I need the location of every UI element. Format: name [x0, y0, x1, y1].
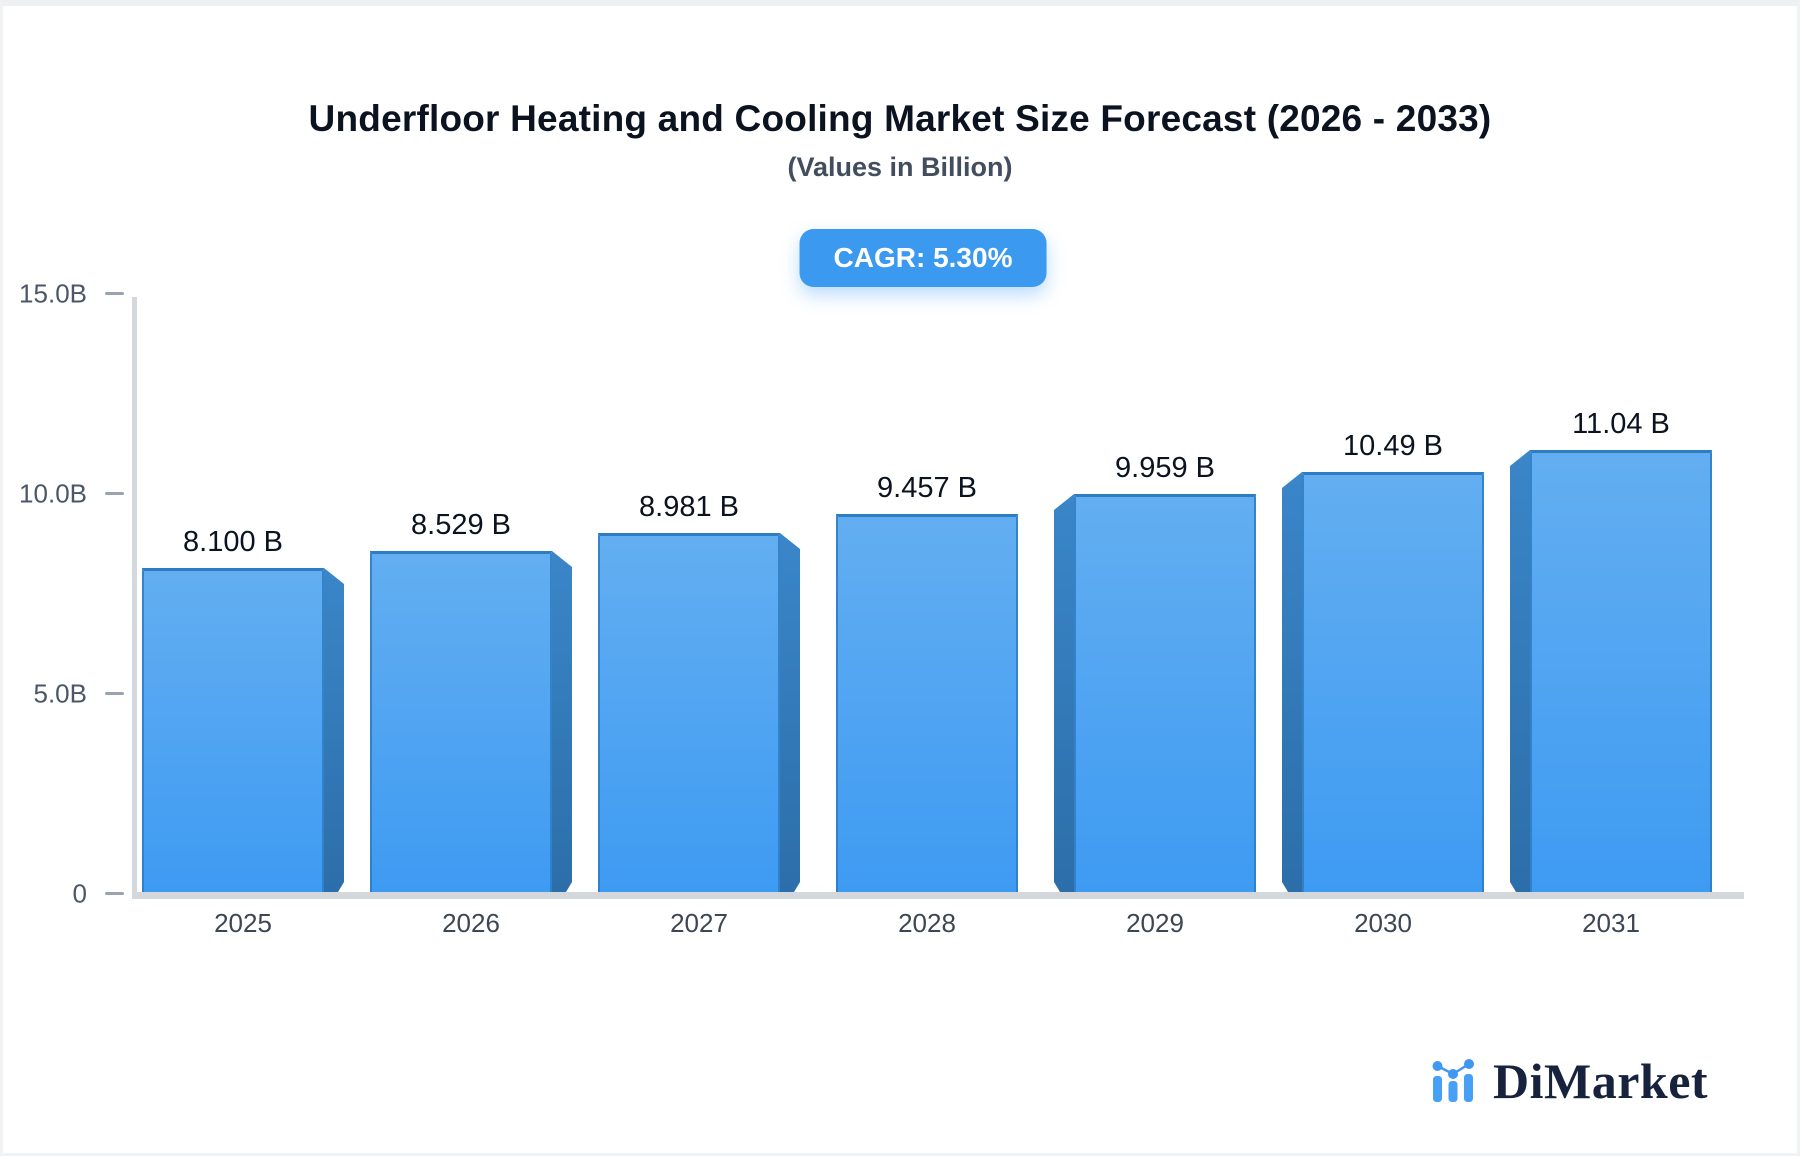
- bar-value-label: 8.529 B: [411, 509, 511, 541]
- y-axis-line: [132, 297, 137, 895]
- x-axis-label-2026: 2026: [442, 908, 500, 938]
- bar-value-label: 8.981 B: [639, 491, 739, 523]
- logo-wordmark: DiMarket: [1493, 1053, 1709, 1109]
- bar-3d-side: [1054, 494, 1074, 892]
- y-tick-label: 15.0B: [19, 278, 87, 309]
- bar-2026: [370, 551, 552, 892]
- bar-2027: [598, 533, 780, 892]
- x-axis-label-2025: 2025: [214, 908, 272, 938]
- bar-2028: [836, 514, 1018, 892]
- y-tick-label: 5.0B: [33, 678, 88, 709]
- y-tick-label: 0: [72, 878, 87, 909]
- bar-value-label: 9.959 B: [1115, 452, 1215, 484]
- bar-2031: [1530, 450, 1712, 892]
- y-tick-label: 10.0B: [19, 478, 87, 509]
- dimarket-logo: DiMarket: [1431, 1052, 1708, 1110]
- x-axis-label-2028: 2028: [898, 908, 956, 938]
- chart-subtitle: (Values in Billion): [787, 152, 1013, 182]
- bar-value-label: 11.04 B: [1572, 408, 1670, 440]
- bar-value-label: 8.100 B: [183, 526, 283, 558]
- bar-2030: [1302, 472, 1484, 892]
- bar-value-label: 9.457 B: [877, 472, 977, 504]
- bar-2029: [1074, 494, 1256, 892]
- y-tick-mark: [105, 292, 124, 295]
- cagr-badge: CAGR: 5.30%: [799, 229, 1047, 287]
- x-axis-label-2029: 2029: [1126, 908, 1184, 938]
- x-axis-label-2027: 2027: [670, 908, 728, 938]
- bar-2025: [142, 568, 324, 892]
- bar-3d-side: [324, 568, 344, 892]
- y-tick-mark: [105, 692, 124, 695]
- bar-3d-side: [780, 533, 800, 892]
- bar-line-chart-icon: [1431, 1059, 1477, 1103]
- bar-value-label: 10.49 B: [1343, 430, 1443, 462]
- y-tick-mark: [105, 892, 124, 895]
- bar-3d-side: [1282, 472, 1302, 892]
- x-axis-line: [132, 892, 1744, 899]
- x-axis-label-2030: 2030: [1354, 908, 1412, 938]
- y-tick-mark: [105, 492, 124, 495]
- chart-title: Underfloor Heating and Cooling Market Si…: [308, 98, 1492, 139]
- x-axis-label-2031: 2031: [1582, 908, 1640, 938]
- bar-3d-side: [552, 551, 572, 892]
- bar-3d-side: [1510, 450, 1530, 892]
